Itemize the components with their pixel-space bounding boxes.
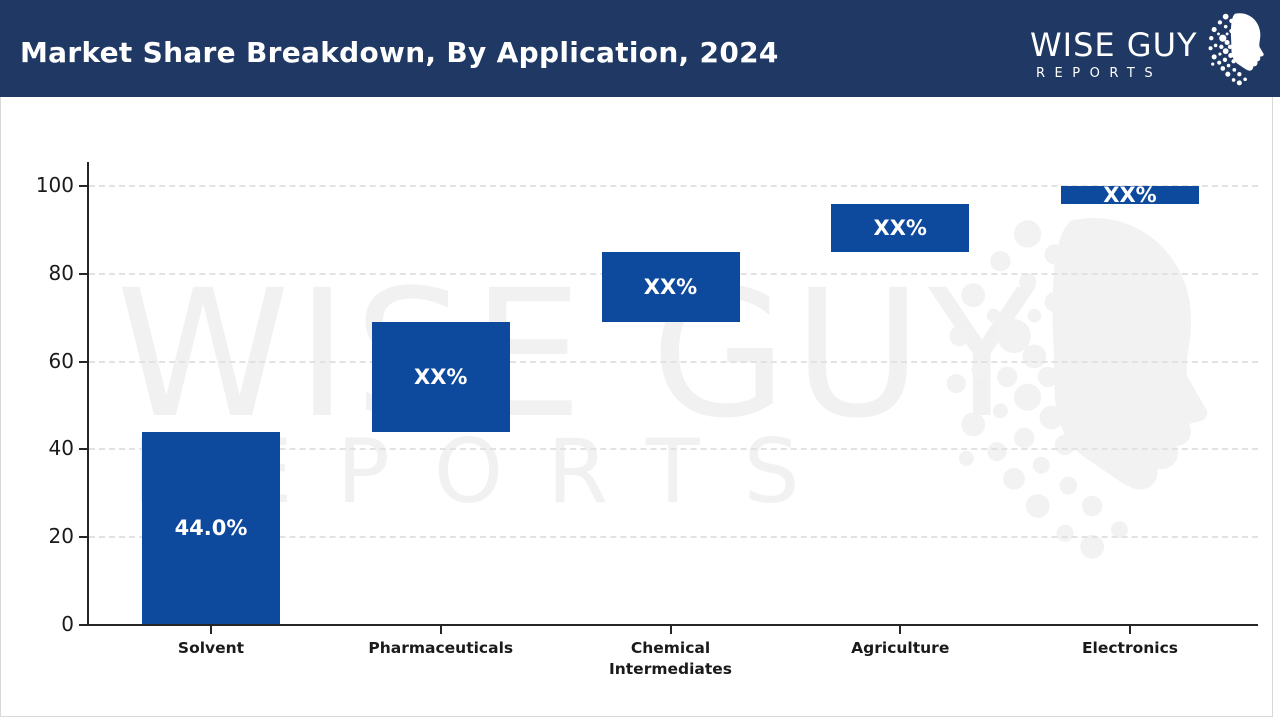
y-axis-tick <box>79 624 87 626</box>
x-axis-tick <box>1129 626 1131 634</box>
bar-value-label-solvent: 44.0% <box>174 516 248 541</box>
bar-value-label-agriculture: XX% <box>873 215 927 240</box>
x-category-label-agriculture: Agriculture <box>851 639 950 657</box>
x-axis-tick <box>439 626 442 634</box>
bar-value-label-chemical: XX% <box>643 274 698 299</box>
y-axis-tick <box>79 185 87 187</box>
y-axis-tick-label: 20 <box>48 524 74 549</box>
x-category-label-solvent: Solvent <box>177 639 245 657</box>
x-axis-tick <box>669 626 672 634</box>
y-axis-tick <box>79 272 87 275</box>
y-axis-tick <box>79 448 87 451</box>
gridline-100 <box>89 185 1258 187</box>
x-category-label-pharmaceuticals: Pharmaceuticals <box>368 639 514 657</box>
bar-pharmaceuticals <box>371 322 510 432</box>
gridline-40 <box>89 448 1258 451</box>
y-axis-tick-label: 0 <box>61 612 74 636</box>
bar-value-label-electronics: XX% <box>1103 182 1157 207</box>
page-border-right <box>1272 97 1273 717</box>
x-axis-tick <box>210 626 212 634</box>
y-axis-tick-label: 40 <box>48 436 74 461</box>
x-axis-tick <box>899 626 902 634</box>
y-axis-tick <box>79 360 87 363</box>
gridline-60 <box>89 360 1258 363</box>
y-axis-tick-label: 100 <box>35 173 74 197</box>
x-axis-line <box>87 624 1258 626</box>
y-axis-line <box>87 162 89 625</box>
y-axis-tick <box>79 536 87 539</box>
chart-plot-area: 0 20 40 60 80 100 44.0% Solvent XX% Pharmaceutica… <box>0 97 1280 717</box>
x-category-label-chemical: Chemical Intermediates <box>608 639 733 678</box>
bar-solvent <box>142 431 280 625</box>
header-bar: Market Share Breakdown, By Application, … <box>0 0 1280 97</box>
brand-logo-wordmark: WISE GUY <box>1030 26 1198 64</box>
gridline-20 <box>89 536 1258 539</box>
page-border-bottom <box>0 716 1273 717</box>
watermark-wordmark: WISE GUY <box>116 252 1042 457</box>
y-axis-tick-label: 80 <box>48 260 74 285</box>
page-title: Market Share Breakdown, By Application, … <box>20 36 779 69</box>
y-axis-tick-label: 60 <box>48 348 74 373</box>
brand-face-icon <box>1208 13 1264 86</box>
bar-value-label-pharmaceuticals: XX% <box>414 364 468 389</box>
brand-logo: WISE GUY REPORTS <box>1010 6 1268 94</box>
bar-chemical <box>601 251 740 323</box>
bar-electronics <box>1061 186 1199 204</box>
bar-agriculture <box>831 203 970 252</box>
x-category-label-electronics: Electronics <box>1081 639 1179 657</box>
page-border-left <box>0 97 1 717</box>
brand-logo-subtext: REPORTS <box>1036 66 1163 81</box>
